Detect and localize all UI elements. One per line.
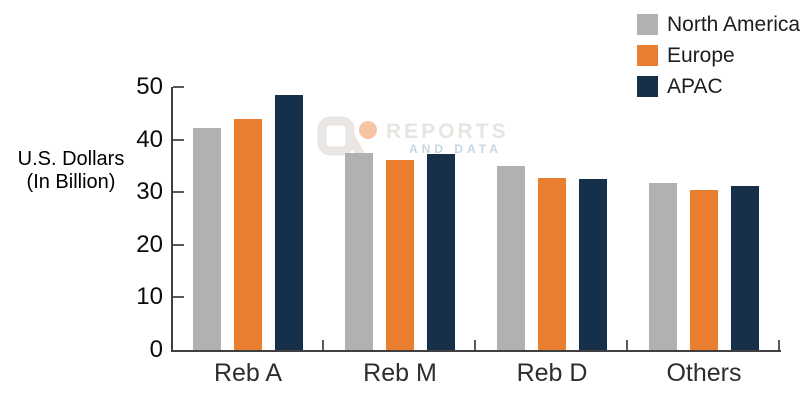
category-label-reb-m: Reb M: [363, 359, 437, 387]
watermark-text: REPORTS: [386, 120, 509, 143]
x-tick-mark: [474, 340, 476, 350]
bar-north-america-others: [649, 183, 677, 350]
y-tick-mark: [173, 86, 184, 88]
y-tick-label-10: 10: [136, 283, 163, 311]
legend-swatch-north-america: [637, 14, 658, 35]
category-label-reb-a: Reb A: [213, 359, 283, 387]
legend-item-north-america: North America: [637, 12, 800, 36]
y-tick-mark: [173, 296, 184, 299]
bar-apac-others: [731, 185, 759, 350]
category-label-reb-d: Reb D: [516, 359, 588, 387]
bar-apac-reb-d: [579, 179, 607, 350]
watermark-subtext: AND DATA: [409, 142, 502, 156]
y-tick-mark: [173, 243, 184, 246]
y-tick-mark: [173, 191, 184, 194]
bar-north-america-reb-m: [345, 152, 373, 350]
bar-apac-reb-m: [427, 154, 455, 350]
bar-apac-reb-a: [275, 94, 303, 350]
watermark: REPORTS AND DATA: [316, 112, 516, 160]
y-axis-line: [171, 87, 173, 352]
bar-europe-reb-a: [234, 118, 262, 350]
bar-europe-others: [690, 189, 718, 350]
legend-label: APAC: [667, 74, 723, 98]
x-tick-mark: [778, 340, 780, 350]
legend-label: Europe: [667, 43, 735, 67]
x-tick-mark: [626, 340, 628, 350]
legend-swatch-europe: [637, 45, 658, 66]
legend-label: North America: [667, 12, 800, 36]
x-tick-mark: [322, 340, 324, 350]
y-tick-label-40: 40: [136, 125, 163, 153]
bar-north-america-reb-a: [193, 128, 221, 350]
y-axis-title-line2: (In Billion): [26, 171, 116, 193]
legend-swatch-apac: [637, 76, 658, 97]
y-axis-title: U.S. Dollars (In Billion): [10, 148, 132, 194]
watermark-logo-icon: [317, 116, 377, 158]
y-tick-label-20: 20: [136, 230, 163, 258]
legend: North America Europe APAC: [637, 12, 800, 107]
x-axis-line: [171, 350, 781, 352]
y-axis-title-line1: U.S. Dollars: [17, 148, 125, 170]
legend-item-apac: APAC: [637, 74, 800, 98]
bar-europe-reb-m: [386, 159, 414, 350]
y-tick-label-50: 50: [136, 73, 163, 100]
bar-north-america-reb-d: [497, 165, 525, 350]
y-tick-label-30: 30: [136, 178, 163, 206]
y-tick-label-0: 0: [149, 336, 163, 363]
legend-item-europe: Europe: [637, 43, 800, 67]
category-label-others: Others: [666, 359, 742, 387]
bar-europe-reb-d: [538, 177, 566, 350]
y-tick-mark: [173, 138, 184, 141]
